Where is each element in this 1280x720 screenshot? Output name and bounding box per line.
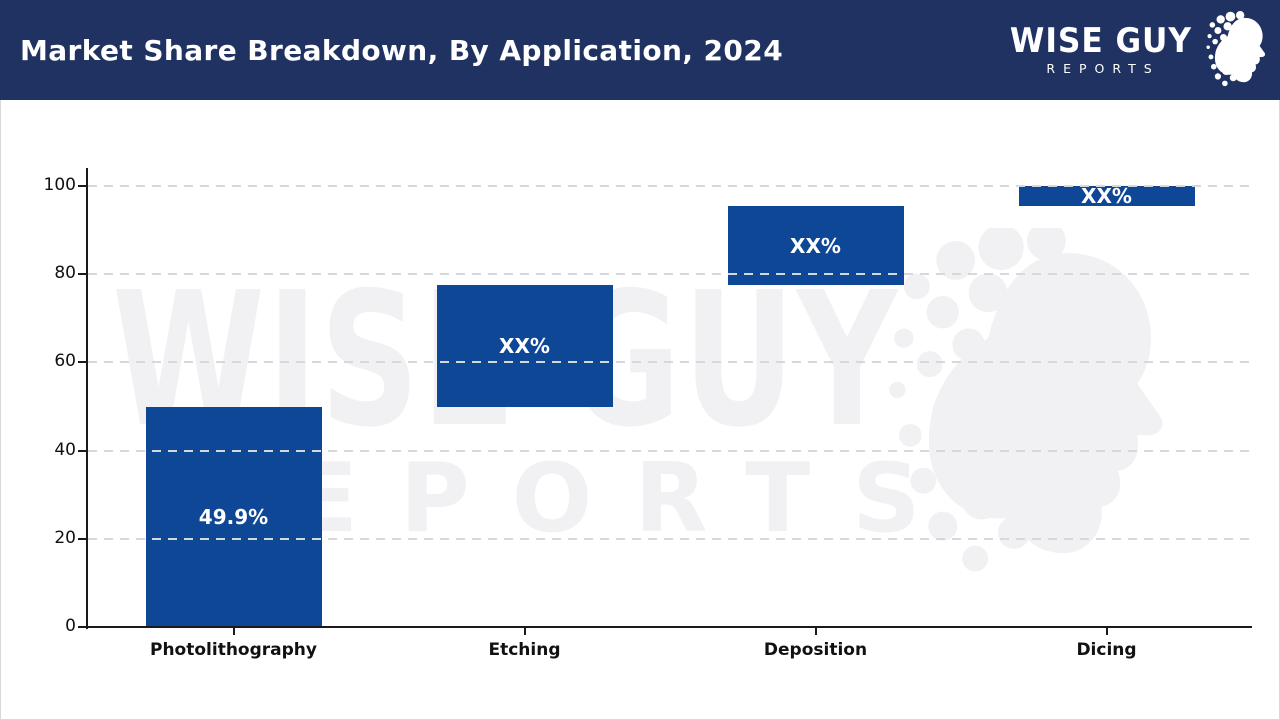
x-tick-etching (523, 628, 526, 635)
bar-value-label-photolithography: 49.9% (198, 504, 269, 529)
gridline-80 (88, 273, 1252, 276)
y-tick-label-80: 80 (54, 263, 76, 284)
logo-wiseguy-text: WISE GUY (1010, 21, 1193, 61)
bar-value-label-dicing: XX% (1081, 183, 1132, 208)
y-tick-20 (78, 537, 86, 540)
x-tick-photolithography (232, 628, 235, 635)
x-tick-deposition (814, 628, 817, 635)
y-tick-label-100: 100 (43, 175, 76, 195)
bar-etching (436, 285, 613, 407)
logo-wordmark: WISE GUY REPORTS (1002, 24, 1200, 76)
y-tick-label-0: 0 (65, 616, 76, 636)
page-title: Market Share Breakdown, By Application, … (20, 33, 784, 67)
gridline-40 (88, 449, 1252, 452)
y-axis-spine (86, 168, 88, 629)
bar-deposition (727, 205, 904, 286)
x-axis-label-etching: Etching (488, 640, 561, 660)
y-tick-40 (78, 449, 86, 452)
gridline-60 (88, 361, 1252, 364)
y-tick-label-40: 40 (54, 439, 76, 460)
bar-dicing (1018, 186, 1195, 206)
y-tick-80 (78, 273, 86, 276)
x-axis-label-dicing: Dicing (1076, 640, 1137, 660)
x-axis-spine (86, 626, 1252, 628)
gridline-20 (88, 537, 1252, 540)
bar-value-label-etching: XX% (499, 334, 550, 359)
header-bar: Market Share Breakdown, By Application, … (0, 0, 1280, 100)
x-axis-label-deposition: Deposition (763, 640, 868, 660)
bar-photolithography (145, 406, 322, 627)
y-tick-100 (78, 185, 86, 187)
bar-value-label-deposition: XX% (790, 233, 841, 258)
y-tick-0 (78, 626, 86, 628)
logo-reports-text: REPORTS (1046, 61, 1160, 76)
wiseguy-logo: WISE GUY REPORTS (1002, 8, 1268, 92)
x-axis-label-photolithography: Photolithography (150, 640, 317, 660)
y-tick-label-20: 20 (54, 527, 76, 548)
logo-head-icon (1206, 11, 1266, 87)
y-tick-label-60: 60 (54, 351, 76, 372)
gridline-100 (88, 185, 1252, 187)
watermark-head-icon (889, 228, 1163, 572)
y-tick-60 (78, 361, 86, 364)
x-tick-dicing (1105, 628, 1108, 635)
